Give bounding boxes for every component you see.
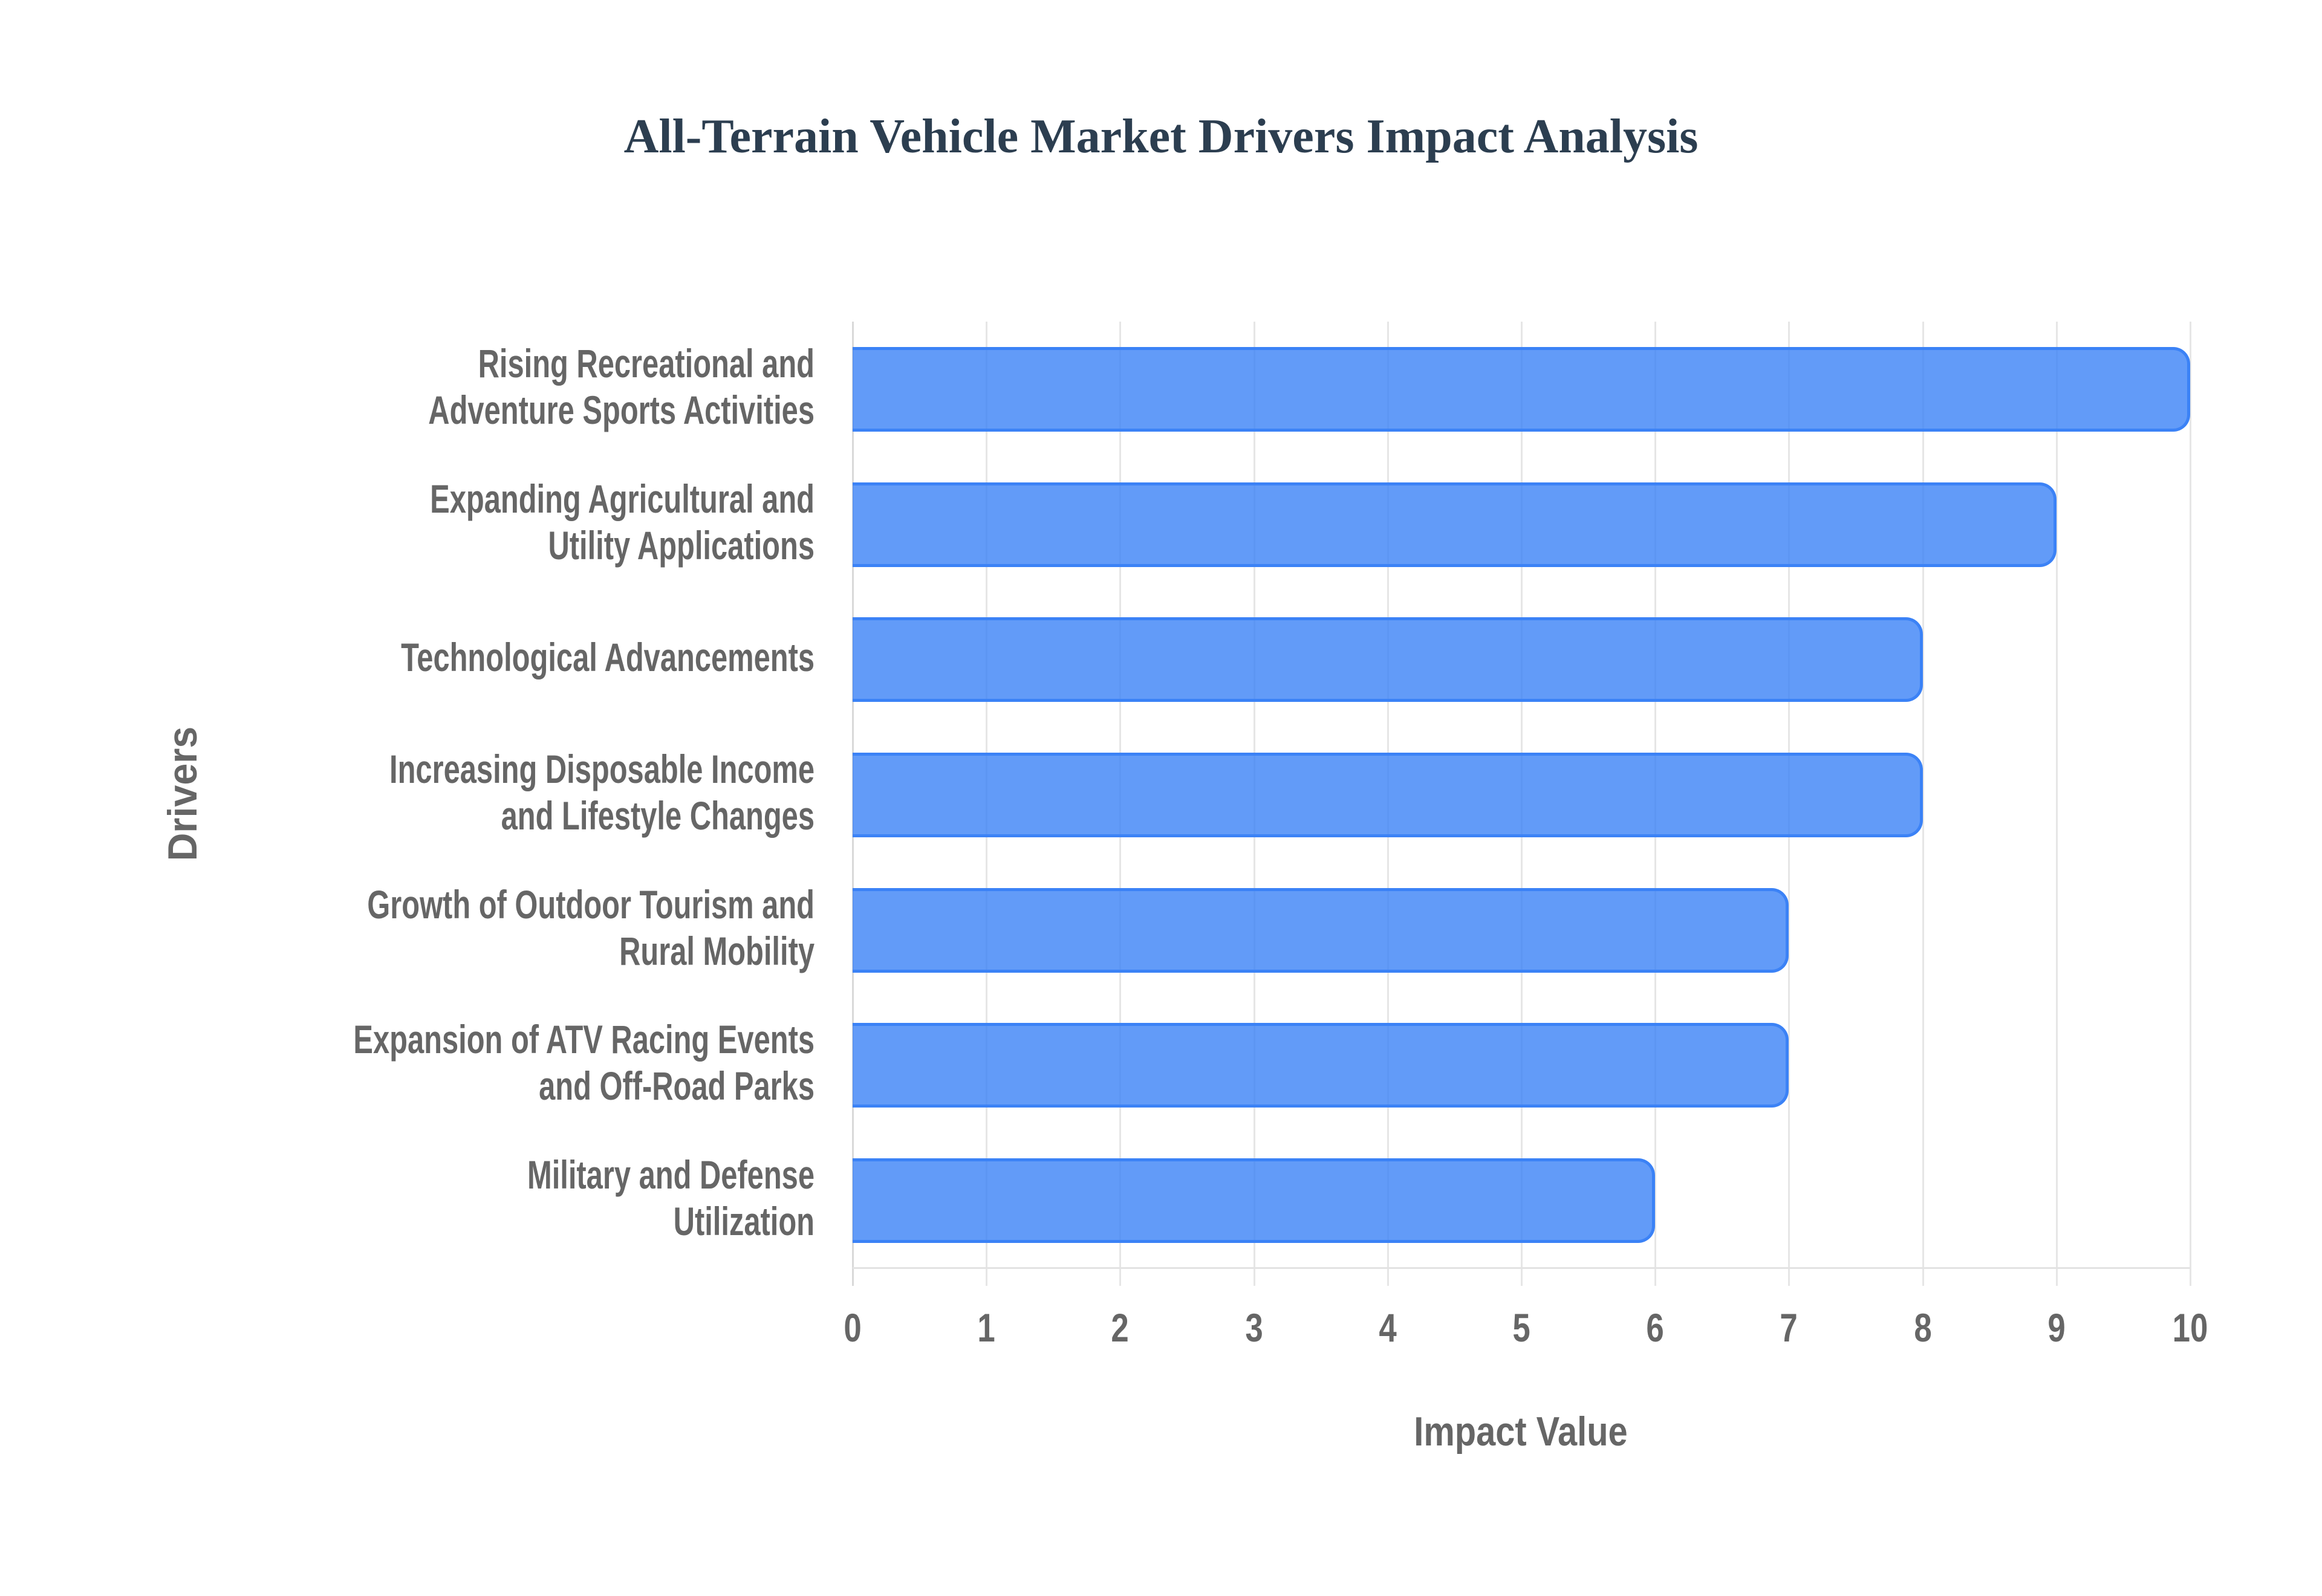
y-tick-label: Expansion of ATV Racing Events and Off-R… (353, 1017, 815, 1109)
y-tick-label: Growth of Outdoor Tourism and Rural Mobi… (367, 881, 815, 973)
bar[interactable] (853, 346, 2190, 432)
plot-area (852, 322, 2191, 1286)
y-tick-label: Rising Recreational and Adventure Sports… (428, 340, 815, 432)
bar[interactable] (853, 1023, 1789, 1108)
bar[interactable] (853, 617, 1923, 702)
x-tick-label: 3 (1244, 1305, 1263, 1350)
x-tick-label: 8 (1913, 1305, 1932, 1350)
x-tick-label: 4 (1379, 1305, 1397, 1350)
y-axis-title: Drivers (160, 726, 206, 861)
x-tick-label: 0 (844, 1305, 862, 1350)
bar[interactable] (853, 887, 1789, 973)
x-tick-label: 2 (1111, 1305, 1130, 1350)
gridline (2190, 322, 2191, 1286)
y-tick-label: Expanding Agricultural and Utility Appli… (430, 476, 815, 568)
x-tick-label: 1 (977, 1305, 995, 1350)
x-axis-line (853, 1267, 2190, 1269)
y-tick-label: Military and Defense Utilization (527, 1152, 815, 1244)
y-tick-label: Technological Advancements (401, 634, 815, 680)
x-tick-label: 6 (1646, 1305, 1664, 1350)
x-tick-label: 7 (1780, 1305, 1798, 1350)
x-tick-label: 10 (2172, 1305, 2208, 1350)
x-tick-label: 9 (2047, 1305, 2066, 1350)
bar[interactable] (853, 1158, 1656, 1244)
x-tick-label: 5 (1512, 1305, 1530, 1350)
x-axis-title: Impact Value (1414, 1409, 1628, 1455)
bar[interactable] (853, 482, 2057, 567)
gridline (1922, 322, 1924, 1286)
gridline (2055, 322, 2058, 1286)
bar[interactable] (853, 753, 1923, 837)
chart-title: All-Terrain Vehicle Market Drivers Impac… (623, 110, 1699, 163)
y-tick-label: Increasing Disposable Income and Lifesty… (389, 747, 815, 838)
